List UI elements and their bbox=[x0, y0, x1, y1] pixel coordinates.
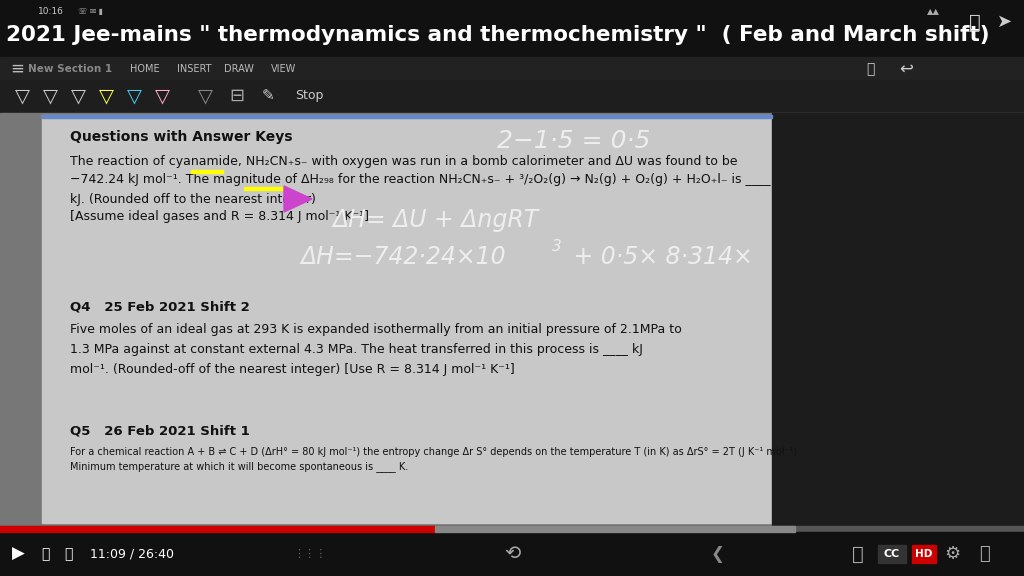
Polygon shape bbox=[284, 186, 312, 212]
Text: ⏭: ⏭ bbox=[41, 547, 49, 561]
Text: Minimum temperature at which it will become spontaneous is ____ K.: Minimum temperature at which it will bec… bbox=[70, 461, 409, 472]
Bar bbox=[0, 80, 1024, 113]
Text: kJ. (Rounded off to the nearest integer): kJ. (Rounded off to the nearest integer) bbox=[70, 193, 315, 206]
Bar bbox=[0, 113, 1024, 526]
Text: ≡: ≡ bbox=[10, 60, 24, 78]
Text: 11:09 / 26:40: 11:09 / 26:40 bbox=[90, 548, 174, 560]
Bar bbox=[0, 0, 1024, 57]
Bar bbox=[191, 170, 223, 172]
Text: ✎: ✎ bbox=[261, 89, 274, 104]
Bar bbox=[0, 526, 1024, 532]
Text: 3: 3 bbox=[552, 239, 562, 254]
Bar bbox=[0, 532, 1024, 576]
Text: ⟲: ⟲ bbox=[504, 544, 520, 563]
Text: Questions with Answer Keys: Questions with Answer Keys bbox=[70, 130, 293, 144]
Text: 🔊: 🔊 bbox=[63, 547, 72, 561]
Text: ↩: ↩ bbox=[899, 60, 913, 78]
Text: ⋮⋮⋮: ⋮⋮⋮ bbox=[293, 549, 327, 559]
Text: mol⁻¹. (Rounded-off of the nearest integer) [Use R = 8.314 J mol⁻¹ K⁻¹]: mol⁻¹. (Rounded-off of the nearest integ… bbox=[70, 363, 515, 376]
Text: + 0·5× 8·314×: + 0·5× 8·314× bbox=[566, 245, 753, 269]
Text: ▽: ▽ bbox=[14, 86, 30, 105]
Text: Q4   25 Feb 2021 Shift 2: Q4 25 Feb 2021 Shift 2 bbox=[70, 301, 250, 314]
Text: For a chemical reaction A + B ⇌ C + D (ΔrH° = 80 kJ mol⁻¹) the entropy change Δr: For a chemical reaction A + B ⇌ C + D (Δ… bbox=[70, 447, 798, 457]
Bar bbox=[772, 113, 1024, 526]
Text: ▶: ▶ bbox=[11, 545, 25, 563]
Bar bbox=[912, 545, 936, 563]
Text: HOME: HOME bbox=[130, 64, 160, 74]
Text: DRAW: DRAW bbox=[224, 64, 254, 74]
Text: 🔍: 🔍 bbox=[866, 62, 874, 76]
Text: New Section 1: New Section 1 bbox=[28, 64, 112, 74]
Text: [Assume ideal gases and R = 8.314 J mol⁻¹ K⁻¹]: [Assume ideal gases and R = 8.314 J mol⁻… bbox=[70, 210, 369, 223]
Bar bbox=[0, 526, 435, 532]
Text: ▽: ▽ bbox=[198, 86, 213, 105]
Text: ▽: ▽ bbox=[155, 86, 170, 105]
Text: HD: HD bbox=[915, 549, 933, 559]
Text: ΔH=−742·24×10: ΔH=−742·24×10 bbox=[300, 245, 506, 269]
Text: ➤: ➤ bbox=[997, 13, 1013, 31]
Text: ▽: ▽ bbox=[127, 86, 141, 105]
Text: ⏸: ⏸ bbox=[852, 544, 864, 563]
Text: VIEW: VIEW bbox=[271, 64, 296, 74]
Bar bbox=[244, 187, 286, 190]
Bar bbox=[42, 115, 772, 523]
Text: ⊟: ⊟ bbox=[229, 87, 245, 105]
Bar bbox=[42, 115, 772, 118]
Text: ▽: ▽ bbox=[71, 86, 85, 105]
Text: Stop: Stop bbox=[295, 89, 324, 103]
Text: ❮: ❮ bbox=[711, 545, 725, 563]
Text: The reaction of cyanamide, NH₂CN₊s₋ with oxygen was run in a bomb calorimeter an: The reaction of cyanamide, NH₂CN₊s₋ with… bbox=[70, 155, 737, 168]
Bar bbox=[0, 57, 1024, 82]
Text: ▽: ▽ bbox=[43, 86, 57, 105]
Bar bbox=[878, 545, 906, 563]
Text: 1.3 MPa against at constant external 4.3 MPa. The heat transferred in this proce: 1.3 MPa against at constant external 4.3… bbox=[70, 343, 643, 356]
Text: ☏ ✉ ▮: ☏ ✉ ▮ bbox=[78, 7, 102, 16]
Text: INSERT: INSERT bbox=[177, 64, 212, 74]
Text: ⛶: ⛶ bbox=[980, 545, 990, 563]
Text: 2021 Jee-mains " thermodynamics and thermochemistry "  ( Feb and March shift): 2021 Jee-mains " thermodynamics and ther… bbox=[6, 25, 989, 45]
Bar bbox=[435, 526, 795, 532]
Text: CC: CC bbox=[884, 549, 900, 559]
Text: ΔH= ΔU + ΔngRT: ΔH= ΔU + ΔngRT bbox=[332, 208, 539, 232]
Text: −742.24 kJ mol⁻¹. The magnitude of ΔH₂₉₈ for the reaction NH₂CN₊s₋ + ³/₂O₂(g) → : −742.24 kJ mol⁻¹. The magnitude of ΔH₂₉₈… bbox=[70, 173, 770, 186]
Text: 2−1·5 = 0·5: 2−1·5 = 0·5 bbox=[497, 129, 650, 153]
Text: ⚙: ⚙ bbox=[944, 545, 961, 563]
Text: Q5   26 Feb 2021 Shift 1: Q5 26 Feb 2021 Shift 1 bbox=[70, 425, 250, 438]
Text: 🕐: 🕐 bbox=[969, 13, 981, 32]
Text: ▽: ▽ bbox=[98, 86, 114, 105]
Text: ▲▲: ▲▲ bbox=[927, 7, 940, 16]
Text: 10:16: 10:16 bbox=[38, 7, 63, 16]
Text: Five moles of an ideal gas at 293 K is expanded isothermally from an initial pre: Five moles of an ideal gas at 293 K is e… bbox=[70, 323, 682, 336]
